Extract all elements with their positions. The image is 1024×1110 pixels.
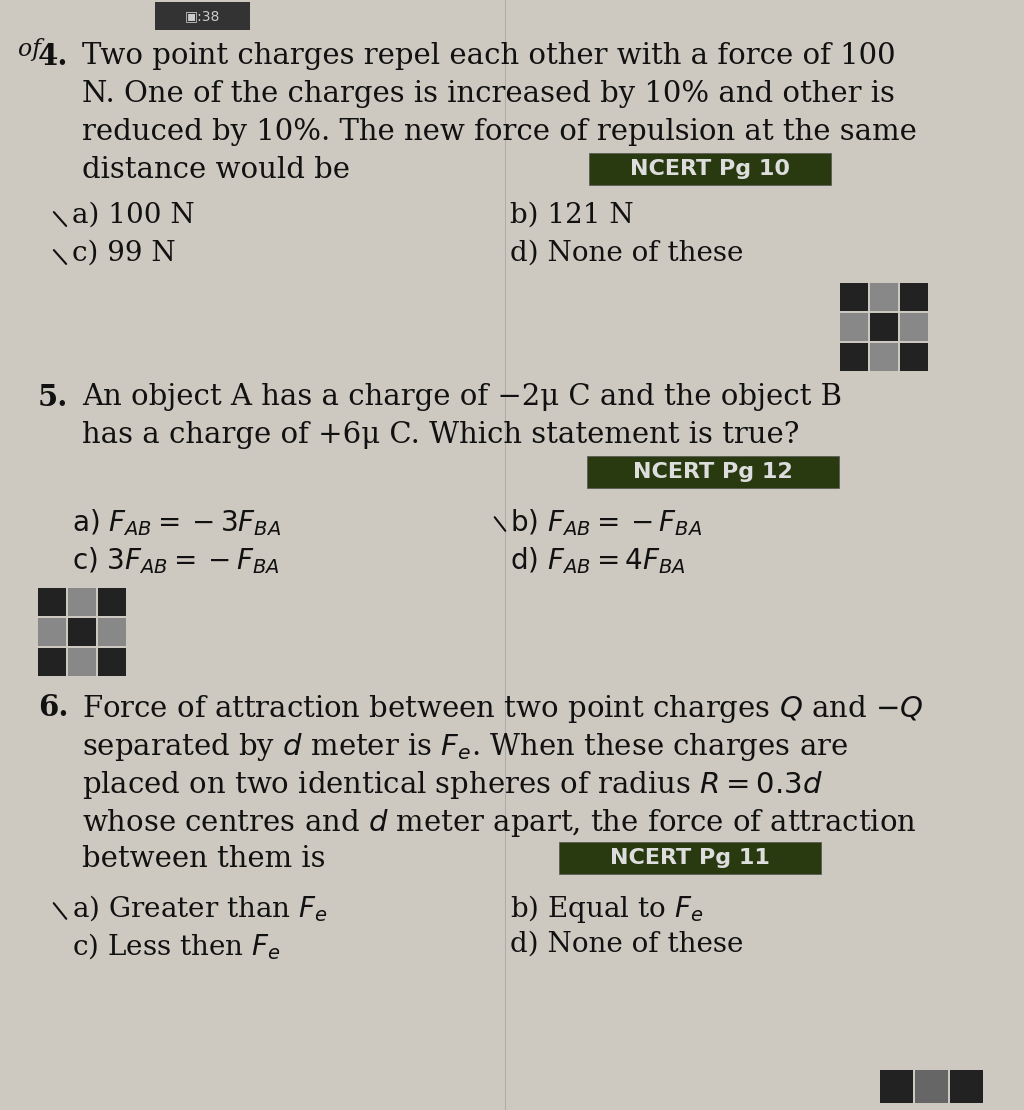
Text: Force of attraction between two point charges $Q$ and $-Q$: Force of attraction between two point ch… [82, 693, 924, 725]
FancyBboxPatch shape [155, 2, 250, 30]
Text: NCERT Pg 10: NCERT Pg 10 [630, 159, 790, 179]
FancyBboxPatch shape [68, 588, 96, 616]
Text: 4.: 4. [38, 42, 69, 71]
Text: c) $3F_{AB} = -F_{BA}$: c) $3F_{AB} = -F_{BA}$ [72, 545, 280, 576]
FancyBboxPatch shape [880, 1070, 913, 1103]
Text: has a charge of +6μ C. Which statement is true?: has a charge of +6μ C. Which statement i… [82, 421, 800, 450]
Text: between them is: between them is [82, 845, 326, 872]
FancyBboxPatch shape [68, 618, 96, 646]
Text: NCERT Pg 12: NCERT Pg 12 [633, 462, 793, 482]
FancyBboxPatch shape [98, 648, 126, 676]
FancyBboxPatch shape [870, 343, 898, 371]
Text: d) None of these: d) None of these [510, 931, 743, 958]
Text: N. One of the charges is increased by 10% and other is: N. One of the charges is increased by 10… [82, 80, 895, 108]
Text: b) Equal to $F_e$: b) Equal to $F_e$ [510, 894, 703, 925]
Text: NCERT Pg 11: NCERT Pg 11 [610, 848, 770, 868]
FancyBboxPatch shape [840, 283, 868, 311]
Text: Two point charges repel each other with a force of 100: Two point charges repel each other with … [82, 42, 896, 70]
Text: placed on two identical spheres of radius $R = 0.3d$: placed on two identical spheres of radiu… [82, 769, 822, 801]
FancyBboxPatch shape [38, 588, 66, 616]
FancyBboxPatch shape [870, 283, 898, 311]
Text: b) 121 N: b) 121 N [510, 202, 634, 229]
FancyBboxPatch shape [900, 313, 928, 341]
FancyBboxPatch shape [98, 588, 126, 616]
Text: An object A has a charge of −2μ C and the object B: An object A has a charge of −2μ C and th… [82, 383, 842, 411]
Text: b) $F_{AB} = -F_{BA}$: b) $F_{AB} = -F_{BA}$ [510, 507, 702, 538]
FancyBboxPatch shape [950, 1070, 983, 1103]
FancyBboxPatch shape [915, 1070, 948, 1103]
FancyBboxPatch shape [870, 313, 898, 341]
FancyBboxPatch shape [900, 343, 928, 371]
Text: d) $F_{AB} = 4F_{BA}$: d) $F_{AB} = 4F_{BA}$ [510, 545, 686, 576]
FancyBboxPatch shape [68, 648, 96, 676]
FancyBboxPatch shape [900, 283, 928, 311]
Text: a) 100 N: a) 100 N [72, 202, 195, 229]
FancyBboxPatch shape [840, 313, 868, 341]
FancyBboxPatch shape [587, 456, 839, 488]
Text: d) None of these: d) None of these [510, 240, 743, 268]
FancyBboxPatch shape [38, 618, 66, 646]
FancyBboxPatch shape [589, 153, 831, 185]
FancyBboxPatch shape [38, 648, 66, 676]
Text: 6.: 6. [38, 693, 69, 722]
FancyBboxPatch shape [98, 618, 126, 646]
Text: separated by $d$ meter is $F_e$. When these charges are: separated by $d$ meter is $F_e$. When th… [82, 731, 848, 763]
FancyBboxPatch shape [559, 842, 821, 874]
Text: a) $F_{AB} = -3F_{BA}$: a) $F_{AB} = -3F_{BA}$ [72, 507, 282, 538]
Text: c) Less then $F_e$: c) Less then $F_e$ [72, 931, 281, 961]
Text: ▣:38: ▣:38 [184, 9, 220, 23]
Text: reduced by 10%. The new force of repulsion at the same: reduced by 10%. The new force of repulsi… [82, 118, 916, 147]
Text: whose centres and $d$ meter apart, the force of attraction: whose centres and $d$ meter apart, the f… [82, 807, 916, 839]
Text: of: of [18, 38, 41, 61]
Text: a) Greater than $F_e$: a) Greater than $F_e$ [72, 894, 328, 924]
Text: 5.: 5. [38, 383, 69, 412]
Text: distance would be: distance would be [82, 157, 350, 184]
Text: c) 99 N: c) 99 N [72, 240, 176, 268]
FancyBboxPatch shape [840, 343, 868, 371]
